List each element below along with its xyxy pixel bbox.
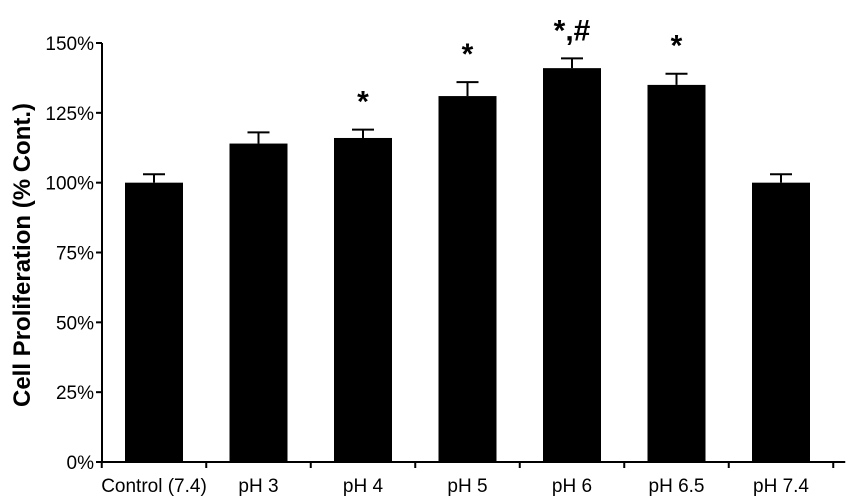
y-tick-label: 100% [45,174,94,195]
y-axis-title: Cell Proliferation (% Cont.) [9,103,36,407]
bar [752,182,810,462]
x-tick-label: pH 3 [238,476,278,497]
x-tick-label: Control (7.4) [101,476,207,497]
y-tick-label: 75% [56,244,94,265]
significance-marker: * [357,86,369,119]
y-tick-label: 0% [67,453,95,474]
bar [438,96,497,462]
y-tick-label: 50% [56,313,94,334]
plot-area: 0% 25% 50% 75% 100% 125% 150% Control (7.4) pH 3… [45,14,846,497]
bar [543,68,601,462]
bar [229,143,288,462]
y-tick-label: 25% [56,383,94,404]
y-tick-label: 150% [45,34,94,55]
x-tick-label: pH 6 [552,476,592,497]
x-tick-label: pH 7.4 [753,476,809,497]
significance-marker: * [462,38,474,71]
x-tick-label: pH 6.5 [649,476,705,497]
bar [334,137,392,462]
significance-marker: *,# [554,14,591,47]
significance-marker: * [671,30,683,63]
bar [647,84,706,463]
y-tick-label: 125% [45,104,94,125]
x-tick-label: pH 4 [343,476,384,497]
x-tick-label: pH 5 [447,476,487,497]
bar [125,182,183,462]
